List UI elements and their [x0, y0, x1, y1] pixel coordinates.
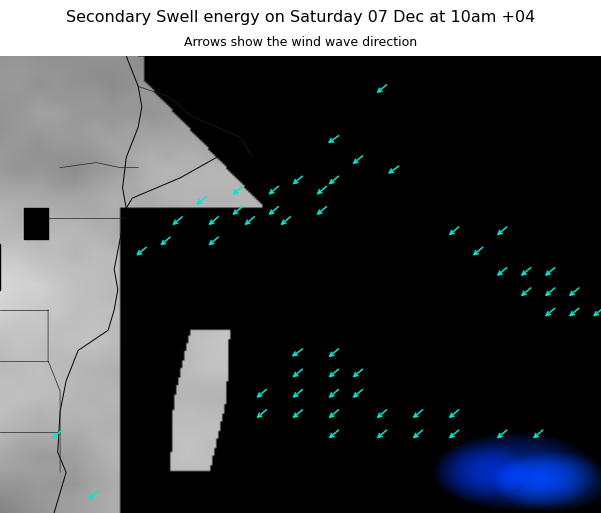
Polygon shape — [24, 208, 48, 239]
Text: Arrows show the wind wave direction: Arrows show the wind wave direction — [184, 35, 417, 49]
Text: Secondary Swell energy on Saturday 07 Dec at 10am +04: Secondary Swell energy on Saturday 07 De… — [66, 10, 535, 25]
